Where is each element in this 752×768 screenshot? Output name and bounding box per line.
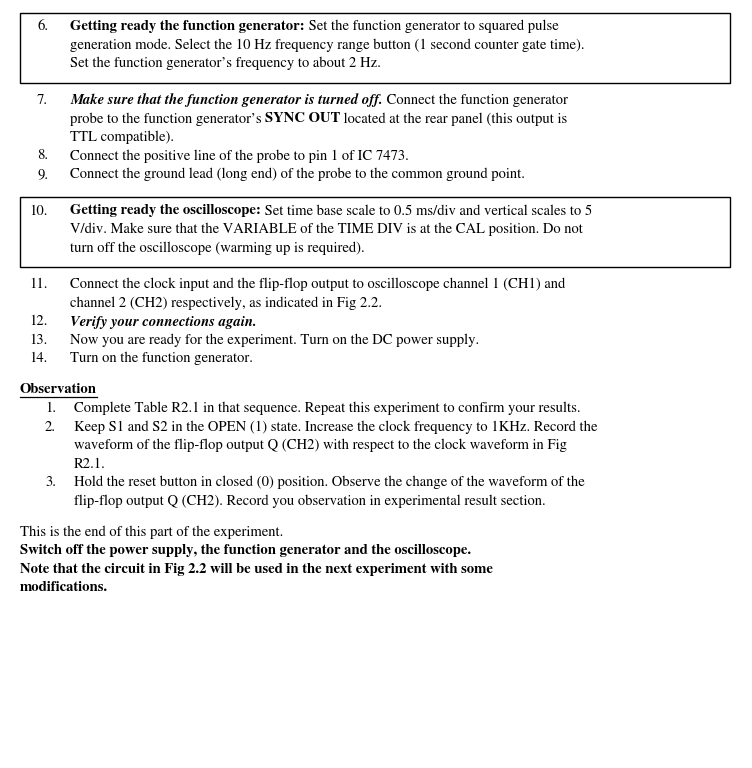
Text: Set the function generator’s frequency to about 2 Hz.: Set the function generator’s frequency t… [70,57,381,71]
Text: 1.: 1. [45,402,56,415]
Text: 14.: 14. [30,352,48,366]
Text: Observation: Observation [20,383,97,396]
Text: Connect the clock input and the flip-flop output to oscilloscope channel 1 (CH1): Connect the clock input and the flip-flo… [70,278,566,291]
Text: located at the rear panel (this output is: located at the rear panel (this output i… [341,112,568,125]
Text: 9.: 9. [37,167,48,181]
Text: Keep S1 and S2 in the OPEN (1) state. Increase the clock frequency to 1KHz. Reco: Keep S1 and S2 in the OPEN (1) state. In… [74,420,598,434]
Text: SYNC OUT: SYNC OUT [265,112,341,125]
Text: 13.: 13. [30,333,48,346]
Text: generation mode. Select the 10 Hz frequency range button (1 second counter gate : generation mode. Select the 10 Hz freque… [70,38,584,52]
Text: This is the end of this part of the experiment.: This is the end of this part of the expe… [20,526,284,539]
Text: 10.: 10. [29,204,48,217]
Text: Complete Table R2.1 in that sequence. Repeat this experiment to confirm your res: Complete Table R2.1 in that sequence. Re… [74,402,581,415]
Text: Connect the function generator: Connect the function generator [383,94,568,107]
Text: Switch off the power supply, the function generator and the oscilloscope.: Switch off the power supply, the functio… [20,545,471,558]
Text: Connect the ground lead (long end) of the probe to the common ground point.: Connect the ground lead (long end) of th… [70,167,525,181]
Text: turn off the oscilloscope (warming up is required).: turn off the oscilloscope (warming up is… [70,241,365,255]
Bar [20,197,730,266]
Text: 7.: 7. [37,94,48,107]
Text: Connect the positive line of the probe to pin 1 of IC 7473.: Connect the positive line of the probe t… [70,149,409,163]
Text: Turn on the function generator.: Turn on the function generator. [70,352,253,366]
Text: flip-flop output Q (CH2). Record you observation in experimental result section.: flip-flop output Q (CH2). Record you obs… [74,495,546,508]
Text: waveform of the flip-flop output Q (CH2) with respect to the clock waveform in F: waveform of the flip-flop output Q (CH2)… [74,439,567,452]
Text: TTL compatible).: TTL compatible). [70,131,174,144]
Text: Make sure that the function generator is turned off.: Make sure that the function generator is… [70,94,383,108]
Text: Getting ready the oscilloscope:: Getting ready the oscilloscope: [70,204,261,217]
Text: probe to the function generator’s: probe to the function generator’s [70,112,265,125]
Text: Set time base scale to 0.5 ms/div and vertical scales to 5: Set time base scale to 0.5 ms/div and ve… [261,204,592,217]
Text: 3.: 3. [45,475,56,489]
Text: modifications.: modifications. [20,581,108,594]
Text: 12.: 12. [29,315,48,328]
Text: Getting ready the function generator:: Getting ready the function generator: [70,20,305,33]
Text: 11.: 11. [29,278,48,291]
Text: 6.: 6. [37,20,48,33]
Bar [20,13,730,82]
Text: Hold the reset button in closed (0) position. Observe the change of the waveform: Hold the reset button in closed (0) posi… [74,475,585,489]
Text: channel 2 (CH2) respectively, as indicated in Fig 2.2.: channel 2 (CH2) respectively, as indicat… [70,296,382,310]
Text: Verify your connections again.: Verify your connections again. [70,315,256,329]
Text: Note that the circuit in Fig 2.2 will be used in the next experiment with some: Note that the circuit in Fig 2.2 will be… [20,563,493,576]
Text: 2.: 2. [45,420,56,434]
Text: 8.: 8. [37,149,48,163]
Text: V/div. Make sure that the VARIABLE of the TIME DIV is at the CAL position. Do no: V/div. Make sure that the VARIABLE of th… [70,223,583,236]
Text: R2.1.: R2.1. [74,457,106,471]
Text: Set the function generator to squared pulse: Set the function generator to squared pu… [305,20,559,33]
Text: Now you are ready for the experiment. Turn on the DC power supply.: Now you are ready for the experiment. Tu… [70,333,479,346]
